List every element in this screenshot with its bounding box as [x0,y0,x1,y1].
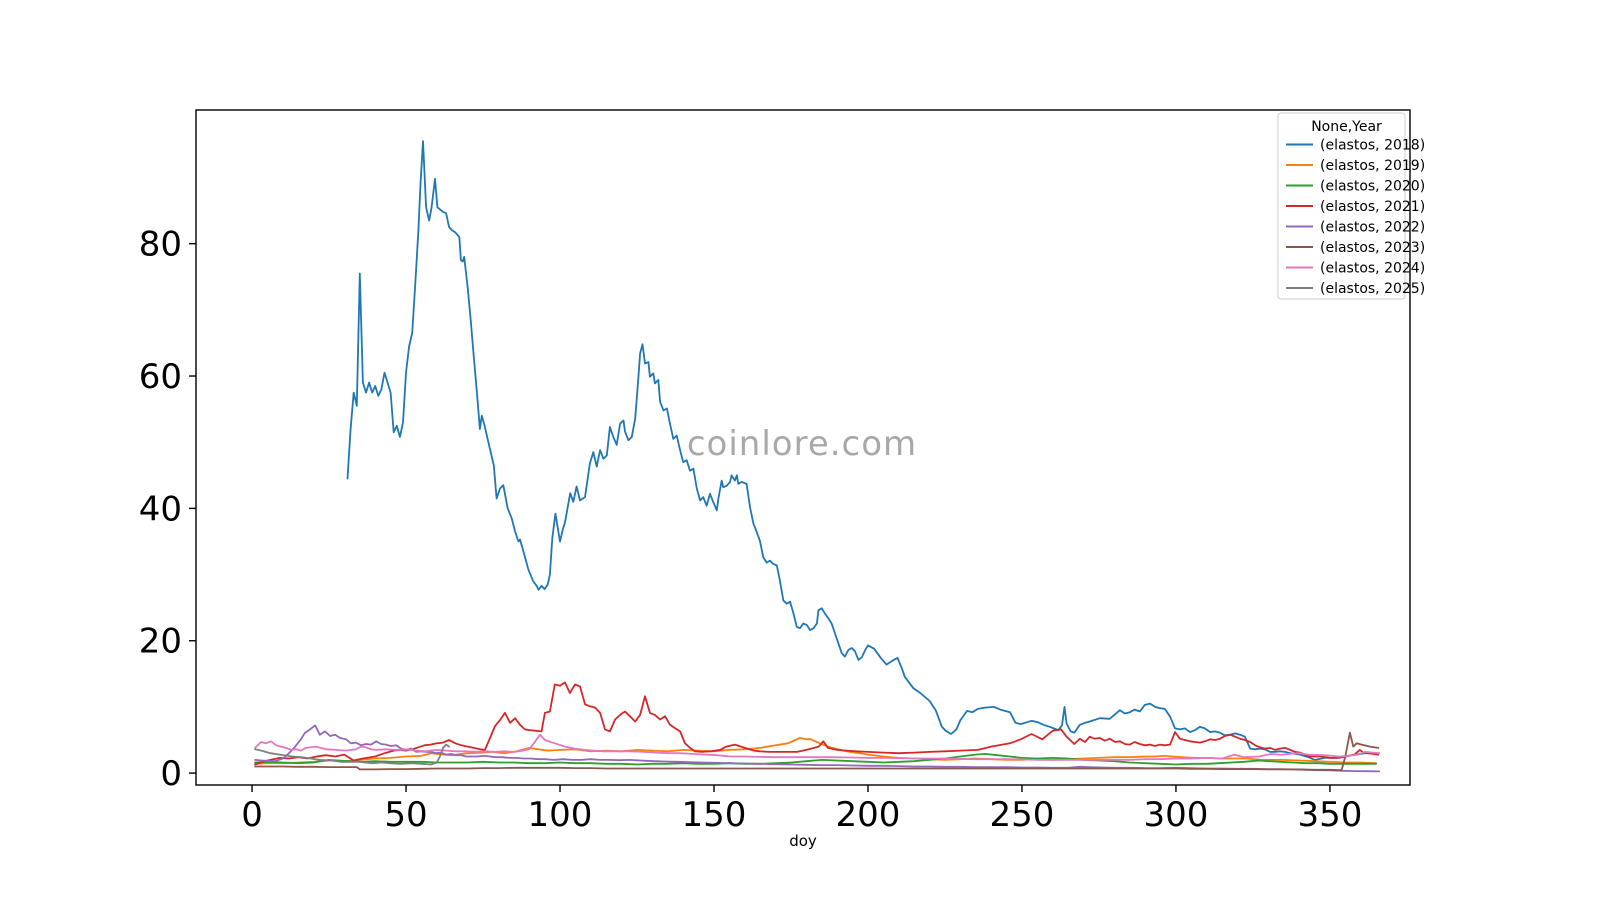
y-tick-label: 40 [139,489,182,529]
x-tick-label: 350 [1297,795,1362,835]
y-tick-label: 60 [139,357,182,397]
legend-entry-2018: (elastos, 2018) [1286,138,1425,154]
y-tick-label: 20 [139,622,182,662]
legend-label: (elastos, 2019) [1320,158,1425,174]
legend-label: (elastos, 2020) [1320,179,1425,195]
series-line-2021 [254,681,1380,766]
x-tick-label: 150 [682,795,747,835]
x-tick-label: 300 [1143,795,1208,835]
legend-label: (elastos, 2021) [1320,199,1425,215]
x-tick-label: 0 [241,795,263,835]
legend-label: (elastos, 2024) [1320,261,1425,277]
axes-frame [195,109,1411,786]
legend-title: None,Year [1311,119,1382,135]
series-line-2023 [254,731,1380,771]
legend-entry-2022: (elastos, 2022) [1286,220,1425,236]
x-tick-label: 200 [836,795,901,835]
legend-label: (elastos, 2022) [1320,220,1425,236]
legend-entry-2021: (elastos, 2021) [1286,199,1425,215]
legend-label: (elastos, 2025) [1320,281,1425,297]
legend-label: (elastos, 2018) [1320,138,1425,154]
legend: None,Year (elastos, 2018) (elastos, 2019) (… [1277,112,1425,300]
watermark: coinlore.com [687,424,917,464]
x-tick-label: 50 [384,795,427,835]
legend-label: (elastos, 2023) [1320,240,1425,256]
legend-box [1277,112,1406,300]
legend-entry-2025: (elastos, 2025) [1286,281,1425,297]
legend-entry-2020: (elastos, 2020) [1286,179,1425,195]
x-axis-label: doy [789,832,817,850]
y-tick-label: 80 [139,225,182,265]
x-tick-label: 100 [528,795,593,835]
x-tick-label: 250 [990,795,1055,835]
legend-entry-2019: (elastos, 2019) [1286,158,1425,174]
series-line-2024 [254,733,1381,761]
series-line-2020 [254,753,1377,766]
series-line-2025 [254,743,451,766]
y-tick-label: 0 [160,754,182,794]
legend-entry-2024: (elastos, 2024) [1286,261,1425,277]
legend-entry-2023: (elastos, 2023) [1286,240,1425,256]
series-line-2018 [346,140,1375,761]
